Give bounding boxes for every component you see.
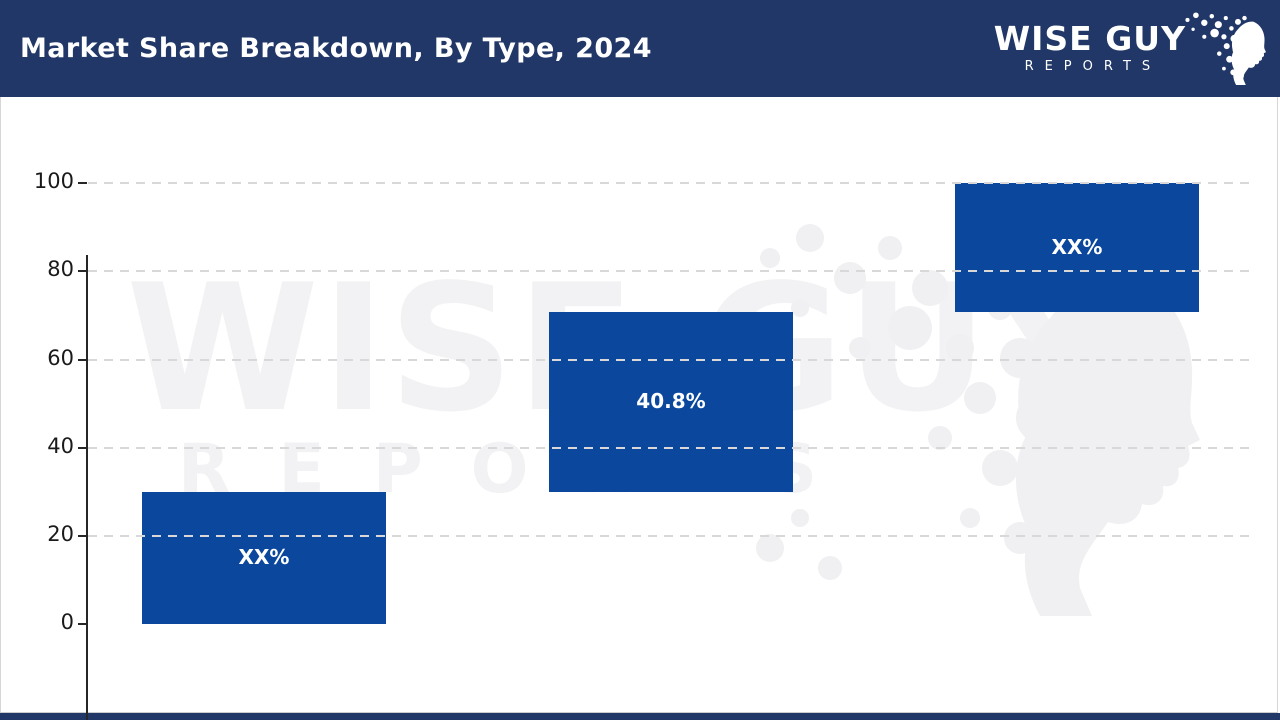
y-tick-label: 60: [47, 345, 74, 370]
logo-text: WISE GUY REPORTS: [994, 22, 1186, 74]
y-tick-mark: [78, 270, 87, 273]
header-band: Market Share Breakdown, By Type, 2024 WI…: [0, 0, 1280, 97]
y-tick-mark: [78, 182, 87, 185]
page-title: Market Share Breakdown, By Type, 2024: [20, 33, 652, 64]
y-tick-mark: [78, 446, 87, 449]
y-axis-line: [86, 255, 88, 720]
logo-subtitle: REPORTS: [1024, 58, 1162, 74]
wiseguy-logo: WISE GUY REPORTS: [994, 6, 1266, 90]
gridline: [88, 270, 1253, 273]
bar: XX%: [955, 183, 1199, 312]
y-tick-label: 100: [33, 169, 74, 194]
gridline: [88, 446, 1253, 449]
y-tick-label: 80: [47, 257, 74, 282]
logo-wordmark: WISE GUY: [993, 19, 1186, 59]
bar-value-label: 40.8%: [636, 388, 706, 413]
bar: XX%: [142, 491, 386, 624]
y-tick-label: 0: [60, 610, 74, 634]
gridline: [88, 358, 1253, 361]
y-tick-label: 20: [47, 521, 74, 546]
bar-value-label: XX%: [1051, 234, 1103, 259]
footer-band: [0, 713, 1280, 720]
y-tick-mark: [78, 623, 87, 625]
y-tick-mark: [78, 358, 87, 361]
y-tick-label: 40: [47, 433, 74, 458]
gridline: [88, 182, 1253, 185]
bar: 40.8%: [549, 311, 793, 492]
gridline: [88, 534, 1253, 537]
bar-value-label: XX%: [238, 544, 290, 569]
chart-canvas: [0, 97, 1278, 713]
y-tick-mark: [78, 534, 87, 537]
logo-face-icon: [1185, 12, 1266, 86]
